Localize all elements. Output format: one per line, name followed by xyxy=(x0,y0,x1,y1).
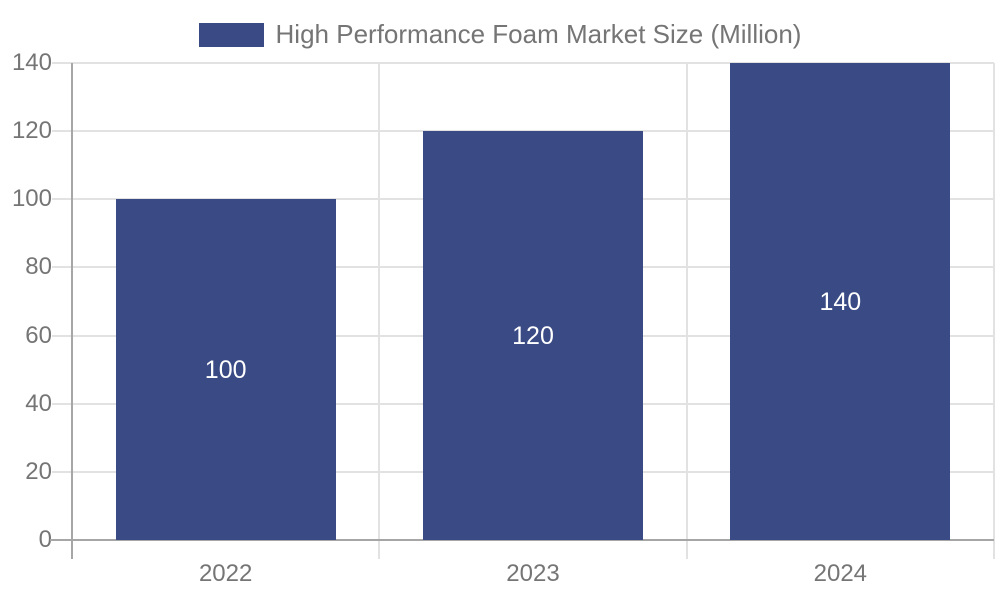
y-axis-line xyxy=(71,63,73,559)
v-gridline xyxy=(378,63,381,559)
y-tick-label: 80 xyxy=(25,253,52,281)
v-gridline xyxy=(993,63,995,559)
y-tick-label: 120 xyxy=(11,117,52,145)
x-tick-label: 2023 xyxy=(506,560,560,587)
x-tick-label: 2022 xyxy=(198,560,253,587)
y-tick-label: 60 xyxy=(25,321,52,349)
v-gridline xyxy=(685,63,688,559)
x-tick-label: 2024 xyxy=(813,560,868,587)
bar xyxy=(730,63,951,540)
bar xyxy=(115,199,336,540)
legend-label: High Performance Foam Market Size (Milli… xyxy=(275,19,802,49)
y-tick-label: 20 xyxy=(25,457,52,485)
legend-swatch-icon xyxy=(198,22,264,47)
x-axis-line xyxy=(50,539,994,541)
legend: High Performance Foam Market Size (Milli… xyxy=(0,19,1000,50)
y-tick-label: 100 xyxy=(11,185,52,213)
y-tick-label: 40 xyxy=(25,389,52,417)
y-tick-label: 0 xyxy=(38,526,52,553)
h-gridline xyxy=(52,62,994,64)
bar-value-label: 140 xyxy=(819,287,862,316)
y-tick-label: 140 xyxy=(11,49,52,76)
bar-value-label: 120 xyxy=(512,321,554,350)
bar xyxy=(423,131,643,540)
bar-value-label: 100 xyxy=(204,355,247,384)
